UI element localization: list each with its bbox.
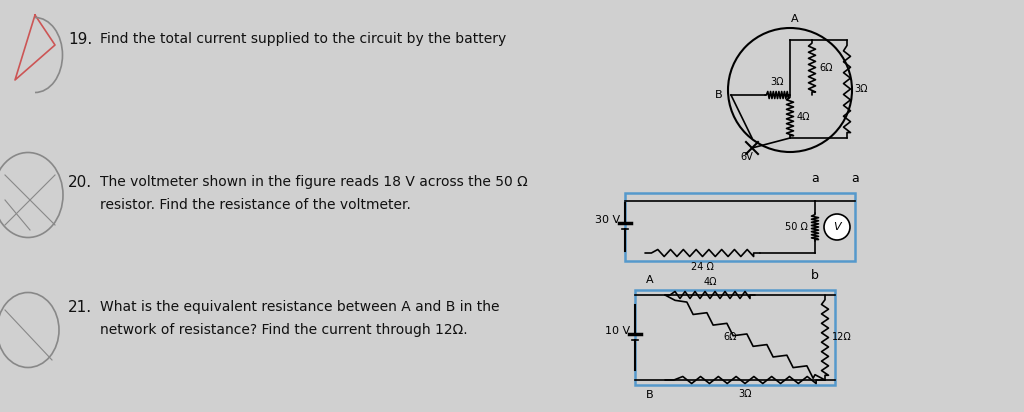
Text: 19.: 19. [68,32,92,47]
Text: B: B [716,90,723,100]
Text: 24 Ω: 24 Ω [691,262,714,272]
Text: 6Ω: 6Ω [819,63,833,73]
Text: 4Ω: 4Ω [703,277,717,287]
Text: Find the total current supplied to the circuit by the battery: Find the total current supplied to the c… [100,32,506,46]
Text: 6V: 6V [740,152,753,162]
Text: 3Ω: 3Ω [771,77,784,87]
Text: A: A [792,14,799,24]
Circle shape [824,214,850,240]
Bar [635,290,835,385]
Text: a: a [811,172,819,185]
Text: 6Ω: 6Ω [724,332,737,342]
Text: B: B [646,390,653,400]
Text: 20.: 20. [68,175,92,190]
Text: What is the equivalent resistance between A and B in the: What is the equivalent resistance betwee… [100,300,500,314]
Text: resistor. Find the resistance of the voltmeter.: resistor. Find the resistance of the vol… [100,198,411,212]
Text: 4Ω: 4Ω [797,112,811,122]
Text: 50 Ω: 50 Ω [785,222,808,232]
Text: The voltmeter shown in the figure reads 18 V across the 50 Ω: The voltmeter shown in the figure reads … [100,175,527,189]
Text: network of resistance? Find the current through 12Ω.: network of resistance? Find the current … [100,323,468,337]
Text: 12Ω: 12Ω [831,332,852,342]
Text: A: A [646,275,653,285]
Text: 3Ω: 3Ω [854,84,867,94]
Text: b: b [811,269,819,282]
Text: V: V [834,222,841,232]
Text: 10 V: 10 V [605,325,630,335]
Text: 3Ω: 3Ω [738,389,752,399]
Bar [625,193,855,261]
Text: a: a [851,172,859,185]
Text: 21.: 21. [68,300,92,315]
Text: 30 V: 30 V [595,215,620,225]
